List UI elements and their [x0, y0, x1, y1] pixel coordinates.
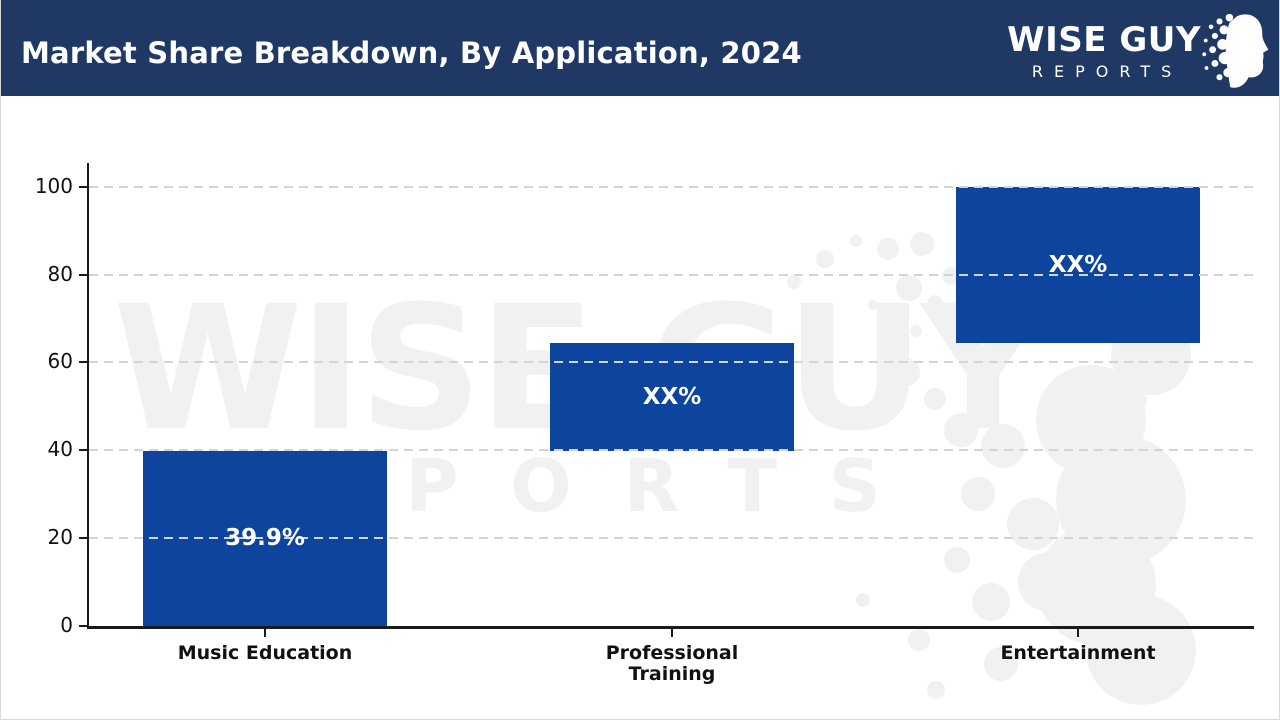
category-label: Music Education — [177, 642, 353, 664]
gridline-100 — [89, 185, 1254, 188]
y-axis-tick-label: 100 — [34, 173, 73, 198]
y-axis-line — [87, 163, 89, 628]
y-axis-tick — [79, 625, 87, 627]
y-axis-tick — [79, 449, 87, 452]
brand-head-icon — [1202, 13, 1269, 88]
chart-title: Market Share Breakdown, By Application, … — [21, 36, 802, 70]
bar-segment-2 — [550, 342, 794, 451]
y-axis-tick-label: 60 — [47, 349, 73, 374]
brand-logo-line1: WISE GUY — [1007, 20, 1201, 60]
y-axis-tick-label: 0 — [60, 613, 73, 637]
category-label: Entertainment — [1000, 642, 1156, 664]
brand-logo-text: WISE GUY REPORTS — [1007, 20, 1201, 81]
bar-value-label: XX% — [1048, 251, 1108, 278]
gridline-20 — [89, 537, 1254, 540]
bar-value-label: 39.9% — [225, 525, 305, 552]
bar-segment-3 — [956, 186, 1200, 343]
y-axis-tick — [79, 273, 87, 276]
y-axis-tick-label: 20 — [47, 525, 73, 550]
bar-value-label: XX% — [642, 383, 702, 410]
category-label: Professional Training — [605, 642, 739, 685]
y-axis-tick-label: 40 — [47, 437, 73, 462]
y-axis-tick — [79, 537, 87, 540]
y-axis-tick — [79, 185, 87, 188]
x-axis-line — [87, 626, 1254, 629]
x-axis-tick — [264, 629, 266, 637]
x-axis-tick — [671, 629, 673, 637]
gridline-60 — [89, 361, 1254, 364]
brand-logo: WISE GUY REPORTS — [1007, 6, 1269, 92]
y-axis-tick — [79, 361, 87, 364]
plot-area: 39.9% Music Education XX% Professional Trai… — [35, 163, 1254, 685]
x-axis-tick — [1077, 629, 1079, 637]
y-axis-tick-label: 80 — [47, 261, 73, 286]
gridline-80 — [89, 273, 1254, 276]
gridline-40 — [89, 449, 1254, 452]
brand-logo-line2: REPORTS — [1031, 62, 1183, 81]
header-bar: Market Share Breakdown, By Application, … — [1, 0, 1279, 96]
